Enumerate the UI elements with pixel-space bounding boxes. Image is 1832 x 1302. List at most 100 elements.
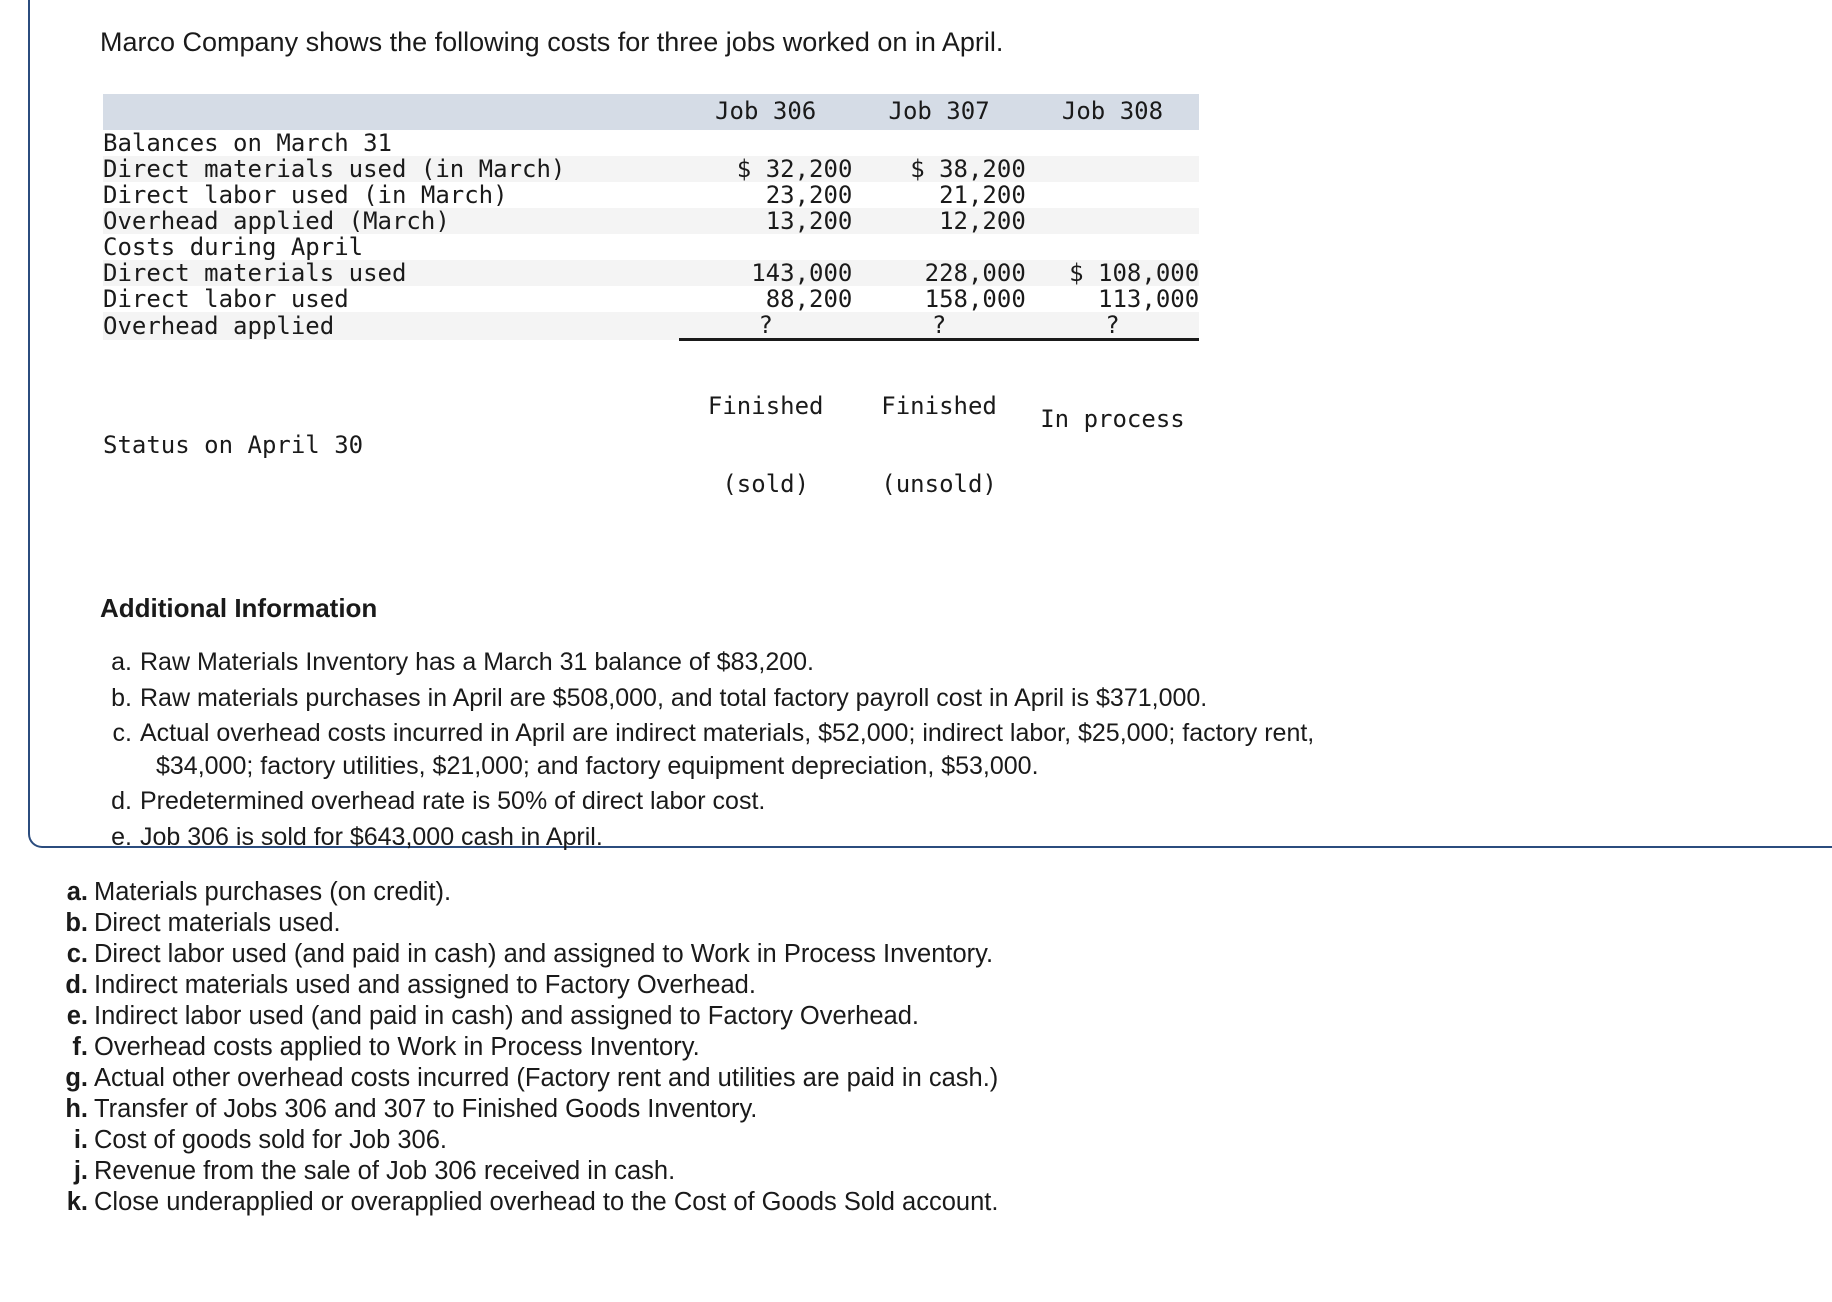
status-value-job-306: Finished (sold) — [679, 339, 853, 550]
table-row: Overhead applied (March) 13,200 12,200 — [103, 208, 1200, 235]
list-item-text: Materials purchases (on credit). — [94, 878, 452, 906]
row-value-job-308: 113,000 — [1025, 286, 1200, 313]
job-costs-table-body: Balances on March 31 Direct materials us… — [103, 130, 1200, 550]
row-value-job-307: 158,000 — [852, 286, 1026, 313]
table-row: Direct materials used (in March) $ 32,20… — [103, 156, 1200, 183]
row-value-job-306: 143,000 — [679, 260, 853, 287]
problem-intro-text: Marco Company shows the following costs … — [100, 27, 1004, 57]
status-value-job-308: In process — [1025, 339, 1200, 550]
list-item: g. Actual other overhead costs incurred … — [60, 1064, 1760, 1097]
row-value-job-307: 12,200 — [852, 208, 1026, 235]
row-label: Overhead applied — [103, 312, 679, 340]
row-value-job-306: 88,200 — [679, 286, 853, 313]
list-item-marker: c. — [66, 940, 88, 968]
column-header-job-306: Job 306 — [679, 94, 853, 131]
row-label: Balances on March 31 — [103, 130, 679, 157]
list-item-text: Raw materials purchases in April are $50… — [140, 683, 1208, 712]
list-item: j. Revenue from the sale of Job 306 rece… — [60, 1157, 1760, 1190]
list-item: b. Raw materials purchases in April are … — [100, 682, 1832, 715]
list-item-text: Job 306 is sold for $643,000 cash in Apr… — [140, 822, 603, 851]
row-value-job-306: 23,200 — [679, 182, 853, 209]
job-costs-table-head: Job 306 Job 307 Job 308 — [103, 94, 1200, 131]
list-item-text: Predetermined overhead rate is 50% of di… — [140, 787, 766, 816]
list-item: c. Direct labor used (and paid in cash) … — [60, 940, 1760, 973]
row-value-job-308 — [1025, 156, 1200, 183]
row-label: Direct materials used — [103, 260, 679, 287]
list-item-marker: g. — [65, 1064, 88, 1092]
row-value-job-307: $ 38,200 — [852, 156, 1026, 183]
table-header-row: Job 306 Job 307 Job 308 — [103, 94, 1200, 131]
row-value-job-308: $ 108,000 — [1025, 260, 1200, 287]
table-row: Direct labor used 88,200 158,000 113,000 — [103, 286, 1200, 313]
list-item-marker: b. — [65, 909, 88, 937]
additional-information-heading: Additional Information — [100, 593, 378, 624]
status-line-1: In process — [1040, 405, 1185, 434]
job-costs-table: Job 306 Job 307 Job 308 Balances on Marc… — [103, 94, 1200, 550]
list-item-marker: k. — [66, 1188, 88, 1216]
list-item: c. Actual overhead costs incurred in Apr… — [100, 717, 1832, 784]
row-value-job-306: ? — [679, 312, 853, 342]
list-item: i. Cost of goods sold for Job 306. — [60, 1126, 1760, 1159]
list-item: d. Predetermined overhead rate is 50% of… — [100, 785, 1832, 818]
row-value-job-306: $ 32,200 — [679, 156, 853, 183]
list-item: a. Raw Materials Inventory has a March 3… — [100, 646, 1832, 679]
list-item-text: Actual overhead costs incurred in April … — [140, 718, 1315, 747]
problem-card: Marco Company shows the following costs … — [28, 0, 1832, 851]
row-value-job-306: 13,200 — [679, 208, 853, 235]
additional-information-list: a. Raw Materials Inventory has a March 3… — [100, 646, 1832, 854]
list-item-text: Transfer of Jobs 306 and 307 to Finished… — [94, 1095, 758, 1123]
list-item-marker: d. — [65, 971, 88, 999]
row-value-job-308: ? — [1025, 312, 1200, 342]
row-value-job-307 — [852, 130, 1026, 157]
list-item-marker: f. — [72, 1033, 88, 1061]
row-label: Costs during April — [103, 234, 679, 261]
row-value-job-307: 21,200 — [852, 182, 1026, 209]
list-item-marker: c. — [112, 718, 132, 747]
row-value-job-307 — [852, 234, 1026, 261]
row-value-job-307: 228,000 — [852, 260, 1026, 287]
list-item-text: Actual other overhead costs incurred (Fa… — [94, 1064, 999, 1092]
row-value-job-308 — [1025, 182, 1200, 209]
list-item: b. Direct materials used. — [60, 909, 1760, 942]
row-label: Direct labor used — [103, 286, 679, 313]
row-value-job-308 — [1025, 208, 1200, 235]
list-item-marker: a. — [66, 878, 88, 906]
table-row: Direct materials used 143,000 228,000 $ … — [103, 260, 1200, 287]
list-item-text: Indirect labor used (and paid in cash) a… — [94, 1002, 919, 1030]
column-header-blank — [103, 94, 679, 131]
list-item-text: Cost of goods sold for Job 306. — [94, 1126, 447, 1154]
list-item-text: Overhead costs applied to Work in Proces… — [94, 1033, 700, 1061]
list-item-text: Direct labor used (and paid in cash) and… — [94, 940, 994, 968]
list-item-marker: a. — [111, 648, 132, 677]
column-header-job-307: Job 307 — [852, 94, 1026, 131]
row-label: Direct materials used (in March) — [103, 156, 679, 183]
list-item-text: Indirect materials used and assigned to … — [94, 971, 756, 999]
status-line-1: Finished — [881, 392, 997, 421]
row-value-job-307: ? — [852, 312, 1026, 342]
list-item-text: Close underapplied or overapplied overhe… — [94, 1188, 999, 1216]
row-value-job-306 — [679, 234, 853, 261]
status-line-2: (unsold) — [881, 470, 997, 499]
list-item: h. Transfer of Jobs 306 and 307 to Finis… — [60, 1095, 1760, 1128]
status-row-label: Status on April 30 — [103, 339, 679, 550]
list-item-text: Direct materials used. — [94, 909, 341, 937]
table-row: Balances on March 31 — [103, 130, 1200, 157]
list-item-text: Raw Materials Inventory has a March 31 b… — [140, 648, 814, 677]
row-value-job-306 — [679, 130, 853, 157]
list-item-marker: e. — [66, 1002, 88, 1030]
list-item-marker: d. — [111, 787, 132, 816]
table-row: Overhead applied ? ? ? — [103, 312, 1200, 342]
list-item: e. Job 306 is sold for $643,000 cash in … — [100, 821, 1832, 854]
list-item-text: Revenue from the sale of Job 306 receive… — [94, 1157, 676, 1185]
list-item-marker: h. — [65, 1095, 88, 1123]
status-line-1: Finished — [707, 392, 824, 421]
list-item-marker: b. — [111, 683, 132, 712]
list-item: k. Close underapplied or overapplied ove… — [60, 1188, 1760, 1221]
row-label: Direct labor used (in March) — [103, 182, 679, 209]
list-item-marker: e. — [111, 822, 132, 851]
problem-card-content: Marco Company shows the following costs … — [30, 0, 1832, 854]
table-status-row: Status on April 30 Finished (sold) Finis… — [103, 339, 1200, 550]
list-item-marker: j. — [73, 1157, 88, 1185]
list-item-text-continued: $34,000; factory utilities, $21,000; and… — [156, 752, 1039, 781]
row-value-job-308 — [1025, 234, 1200, 261]
